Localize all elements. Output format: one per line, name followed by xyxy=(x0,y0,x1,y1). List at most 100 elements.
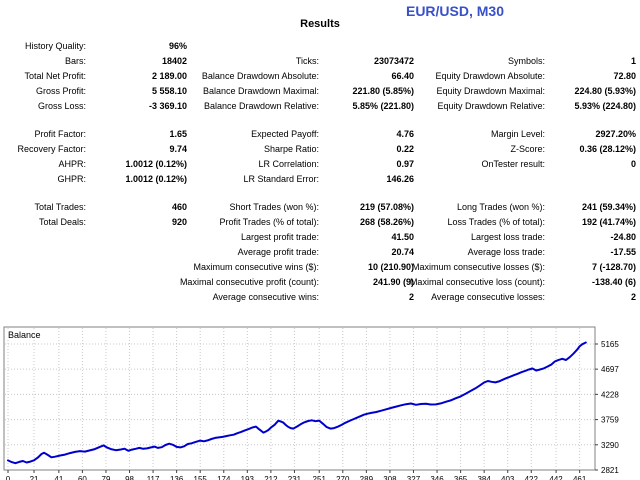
stat-label: AHPR: xyxy=(58,159,86,169)
stat-label: Balance Drawdown Relative: xyxy=(203,101,319,111)
x-tick-label: 136 xyxy=(170,475,184,480)
stat-value: 4.76 xyxy=(396,129,414,139)
stat-value: 5 558.10 xyxy=(151,86,187,96)
x-tick-label: 289 xyxy=(360,475,374,480)
plot-area xyxy=(4,327,595,470)
stat-label: Expected Payoff: xyxy=(251,129,319,139)
y-tick-label: 5165 xyxy=(601,340,619,349)
stat-value: 5.93% (224.80) xyxy=(574,101,636,111)
x-tick-label: 0 xyxy=(6,475,11,480)
stat-value: 1.65 xyxy=(169,129,187,139)
x-tick-label: 442 xyxy=(549,475,563,480)
stat-label: History Quality: xyxy=(24,41,86,51)
balance-chart-svg: 0 21 41 60 79 98 117 136 155 174 193 212 231 251 270 28… xyxy=(3,326,619,480)
stat-label: Maximum consecutive wins ($): xyxy=(193,262,319,272)
x-tick-label: 403 xyxy=(501,475,515,480)
stat-label: Average consecutive wins: xyxy=(212,292,319,302)
stat-label: Average consecutive losses: xyxy=(431,292,545,302)
stat-value: 72.80 xyxy=(613,71,636,81)
stat-value: -138.40 (6) xyxy=(591,277,636,287)
stat-label: Loss Trades (% of total): xyxy=(447,217,545,227)
x-tick-label: 327 xyxy=(407,475,421,480)
stat-label: Equity Drawdown Absolute: xyxy=(435,71,545,81)
stat-label: Total Net Profit: xyxy=(24,71,86,81)
stat-label: Profit Factor: xyxy=(34,129,86,139)
stat-value: 920 xyxy=(171,217,187,227)
stat-value: 2 xyxy=(630,292,636,302)
stat-value: 241.90 (9) xyxy=(372,277,414,287)
stat-value: 1 xyxy=(630,56,636,66)
balance-curve xyxy=(7,341,587,465)
stat-label: Z-Score: xyxy=(510,144,545,154)
stat-value: 460 xyxy=(171,202,187,212)
stat-label: Average loss trade: xyxy=(467,247,545,257)
stat-value: 146.26 xyxy=(386,174,414,184)
stat-label: Total Deals: xyxy=(38,217,86,227)
stat-value: 18402 xyxy=(161,56,187,66)
balance-legend-label: Balance xyxy=(8,330,41,340)
stat-label: Short Trades (won %): xyxy=(229,202,319,212)
stat-label: Largest profit trade: xyxy=(240,232,319,242)
stat-label: Total Trades: xyxy=(34,202,86,212)
stat-label: Gross Loss: xyxy=(37,101,86,111)
stat-value: 2 xyxy=(408,292,414,302)
results-heading: Results xyxy=(300,18,340,30)
stat-label: Recovery Factor: xyxy=(17,144,86,154)
stat-value: 20.74 xyxy=(391,247,414,257)
stat-label: Balance Drawdown Maximal: xyxy=(202,86,319,96)
x-tick-label: 117 xyxy=(147,475,160,480)
stat-label: GHPR: xyxy=(57,174,86,184)
x-tick-label: 155 xyxy=(194,475,208,480)
stat-label: LR Standard Error: xyxy=(243,174,319,184)
stat-label: Equity Drawdown Relative: xyxy=(437,101,545,111)
x-tick-label: 308 xyxy=(383,475,397,480)
x-tick-label: 21 xyxy=(30,475,39,480)
stat-value: 0 xyxy=(630,159,636,169)
x-tick-label: 41 xyxy=(54,475,63,480)
x-tick-label: 79 xyxy=(102,475,111,480)
stat-label: LR Correlation: xyxy=(258,159,319,169)
stat-value: 10 (210.90) xyxy=(367,262,414,272)
stat-label: Bars: xyxy=(64,56,86,66)
stat-value: 9.74 xyxy=(169,144,187,154)
stat-label: Ticks: xyxy=(295,56,319,66)
y-tick-label: 2821 xyxy=(601,466,619,475)
stat-value: 219 (57.08%) xyxy=(359,202,414,212)
stat-value: 224.80 (5.93%) xyxy=(574,86,636,96)
y-tick-label: 4228 xyxy=(601,390,619,399)
stat-value: 41.50 xyxy=(391,232,414,242)
stat-value: 2927.20% xyxy=(595,129,636,139)
stat-label: Long Trades (won %): xyxy=(456,202,545,212)
stat-value: 0.22 xyxy=(396,144,414,154)
stat-label: Maximum consecutive losses ($): xyxy=(411,262,545,272)
stats-table: History Quality: 96% Bars: 18402 Ticks: 23073… xyxy=(0,39,640,319)
stat-label: Balance Drawdown Absolute: xyxy=(201,71,319,81)
stat-label: Sharpe Ratio: xyxy=(263,144,319,154)
x-tick-label: 212 xyxy=(264,475,278,480)
stat-value: 23073472 xyxy=(373,56,414,66)
x-tick-label: 193 xyxy=(241,475,255,480)
x-tick-label: 174 xyxy=(217,475,231,480)
stat-value: 96% xyxy=(168,41,187,51)
stat-label: Margin Level: xyxy=(490,129,545,139)
x-tick-label: 231 xyxy=(288,475,302,480)
stat-value: 241 (59.34%) xyxy=(581,202,636,212)
stat-value: -24.80 xyxy=(610,232,636,242)
stat-value: 192 (41.74%) xyxy=(581,217,636,227)
plot-border xyxy=(3,326,596,471)
legend-background xyxy=(6,329,46,340)
stat-label: Gross Profit: xyxy=(35,86,86,96)
stat-label: Average profit trade: xyxy=(237,247,319,257)
x-tick-label: 365 xyxy=(454,475,468,480)
x-tick-label: 346 xyxy=(430,475,444,480)
stat-value: 1.0012 (0.12%) xyxy=(125,174,187,184)
stat-value: -3 369.10 xyxy=(148,101,187,111)
stat-label: Maximal consecutive loss (count): xyxy=(409,277,545,287)
stat-value: 0.97 xyxy=(396,159,414,169)
stat-value: 268 (58.26%) xyxy=(359,217,414,227)
x-tick-label: 422 xyxy=(525,475,539,480)
stat-value: 0.36 (28.12%) xyxy=(579,144,636,154)
stat-value: 1.0012 (0.12%) xyxy=(125,159,187,169)
x-tick-label: 98 xyxy=(125,475,134,480)
